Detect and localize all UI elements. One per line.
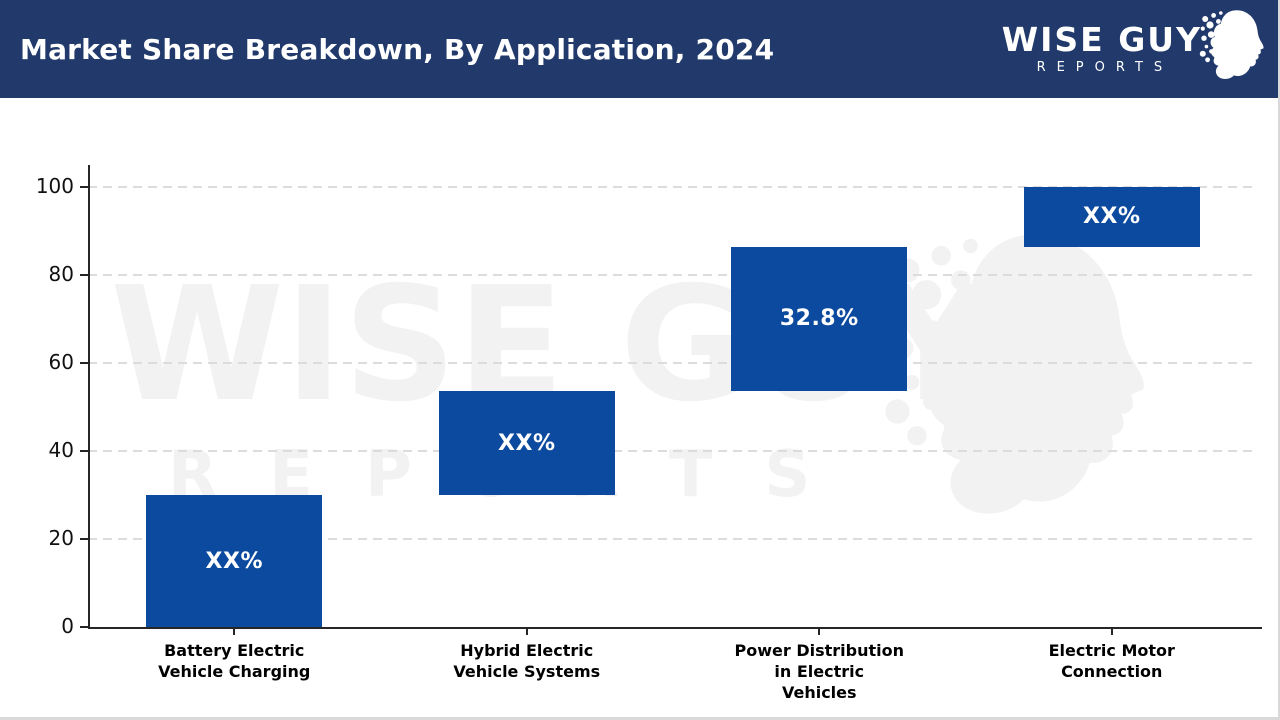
- x-tick: [525, 627, 528, 635]
- brand-logo: WISE GUY REPORTS: [1002, 7, 1270, 91]
- brand-logo-text: WISE GUY REPORTS: [1002, 23, 1202, 75]
- bar-value-label: XX%: [1083, 204, 1141, 230]
- x-category-label: Power Distribution in Electric Vehicles: [689, 640, 949, 703]
- bar-segment: 32.8%: [731, 246, 908, 392]
- bar-segment: XX%: [1023, 187, 1200, 247]
- y-tick-label: 60: [48, 350, 74, 374]
- bar-value-label: XX%: [498, 430, 556, 456]
- logo-subtitle: REPORTS: [1036, 60, 1174, 75]
- gridline-100: [88, 186, 1258, 188]
- x-category-line: Electric Motor: [1048, 641, 1175, 660]
- y-tick-label: 100: [35, 174, 74, 198]
- x-category-line: Power Distribution: [734, 641, 904, 660]
- x-tick: [233, 627, 236, 635]
- x-category-line: Vehicles: [781, 683, 857, 702]
- bar-value-label: 32.8%: [779, 306, 859, 332]
- y-tick-label: 80: [48, 262, 74, 286]
- x-category-line: Connection: [1061, 662, 1163, 681]
- x-tick: [1110, 627, 1113, 635]
- bar-value-label: XX%: [205, 548, 263, 574]
- y-tick-label: 40: [48, 438, 74, 462]
- header: Market Share Breakdown, By Application, …: [0, 0, 1278, 98]
- y-tick-label: 20: [48, 526, 74, 550]
- y-tick-100: [80, 186, 88, 188]
- gridline-60: [88, 362, 1258, 364]
- x-category-line: Vehicle Charging: [158, 662, 311, 681]
- logo-wordmark: WISE GUY: [1001, 20, 1202, 59]
- y-tick-40: [80, 450, 88, 452]
- x-category-label: Hybrid Electric Vehicle Systems: [397, 640, 657, 682]
- x-category-line: Battery Electric: [164, 641, 305, 660]
- y-tick-20: [80, 538, 88, 540]
- y-tick-label: 0: [61, 614, 74, 638]
- logo-face-icon: [1199, 10, 1264, 80]
- x-category-label: Electric Motor Connection: [982, 640, 1242, 682]
- x-category-line: Hybrid Electric: [460, 641, 594, 660]
- y-tick-60: [80, 362, 88, 364]
- x-category-line: in Electric: [774, 662, 865, 681]
- bar-segment: XX%: [146, 495, 323, 627]
- y-tick-0: [80, 626, 88, 628]
- gridline-40: [88, 450, 1258, 452]
- gridline-20: [88, 538, 1258, 540]
- gridline-80: [88, 274, 1258, 276]
- x-category-label: Battery Electric Vehicle Charging: [104, 640, 364, 682]
- plot-area: 0 20 40 60 80 100 XX% Battery Electric Vehicle C…: [0, 98, 1278, 717]
- x-axis-line: [88, 627, 1262, 629]
- x-tick: [818, 627, 821, 635]
- y-axis-line: [88, 165, 90, 627]
- x-category-line: Vehicle Systems: [453, 662, 601, 681]
- chart-title: Market Share Breakdown, By Application, …: [20, 32, 775, 66]
- y-tick-80: [80, 274, 88, 276]
- bar-segment: XX%: [438, 391, 615, 495]
